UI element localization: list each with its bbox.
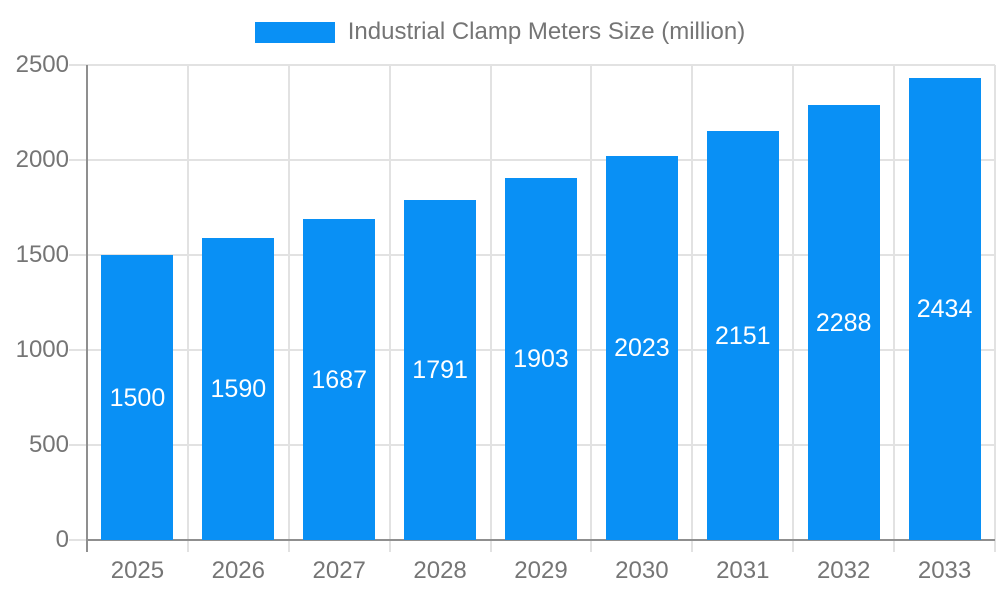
x-gridline-1 [186,65,189,552]
x-gridline-5 [590,65,593,552]
bar-value-label-2032: 2288 [815,308,872,337]
y-axis-label-500: 500 [28,431,69,458]
bar-value-label-2025: 1500 [109,383,166,412]
x-axis-label-2033: 2033 [917,557,972,584]
x-gridline-3 [388,65,391,552]
x-axis-label-2030: 2030 [615,557,669,584]
legend-item[interactable]: Industrial Clamp Meters Size (million) [0,16,1000,48]
legend-label: Industrial Clamp Meters Size (million) [347,18,746,45]
bar-2025[interactable]: 1500 [101,255,174,540]
x-axis-label-2032: 2032 [816,557,871,584]
x-axis-label-2029: 2029 [514,557,568,584]
x-gridline-2 [287,65,290,552]
x-gridline-8 [893,65,896,552]
y-axis-label-1000: 1000 [15,336,69,363]
x-axis-label-2025: 2025 [110,557,165,584]
y-gridline-2500 [69,64,995,66]
x-gridline-6 [691,65,694,552]
x-gridline-7 [792,65,795,552]
bar-value-label-2028: 1791 [412,355,468,384]
bar-2033[interactable]: 2434 [908,77,981,540]
bar-2027[interactable]: 1687 [303,219,376,540]
x-gridline-9 [994,65,996,552]
bar-value-label-2033: 2434 [916,294,973,323]
bar-2029[interactable]: 1903 [505,178,577,540]
y-axis-label-2000: 2000 [15,146,69,173]
x-axis-label-2031: 2031 [716,557,770,584]
bar-value-label-2027: 1687 [311,365,368,394]
bar-2030[interactable]: 2023 [605,155,678,540]
bar-2032[interactable]: 2288 [807,105,880,540]
bar-value-label-2031: 2151 [714,321,771,350]
x-axis-label-2026: 2026 [211,557,265,584]
x-axis-line [87,539,995,541]
x-axis-label-2028: 2028 [413,557,467,584]
y-axis-label-2500: 2500 [15,51,69,78]
y-gridline-2000 [69,159,995,161]
plot-area: 1500 1590 1687 1791 1903 2023 2151 2288 2434 [69,64,996,552]
y-axis-line [86,65,88,552]
y-axis-label-1500: 1500 [15,241,69,268]
bar-value-label-2030: 2023 [614,333,670,362]
legend-color-swatch-icon [254,21,335,43]
bar-value-label-2026: 1590 [210,374,267,403]
y-axis-label-0: 0 [55,526,69,553]
bar-2026[interactable]: 1590 [202,237,275,540]
x-axis-label-2027: 2027 [312,557,366,584]
x-gridline-4 [489,65,492,552]
bar-2031[interactable]: 2151 [706,131,779,540]
bar-2028[interactable]: 1791 [404,199,477,540]
bar-value-label-2029: 1903 [513,345,569,374]
